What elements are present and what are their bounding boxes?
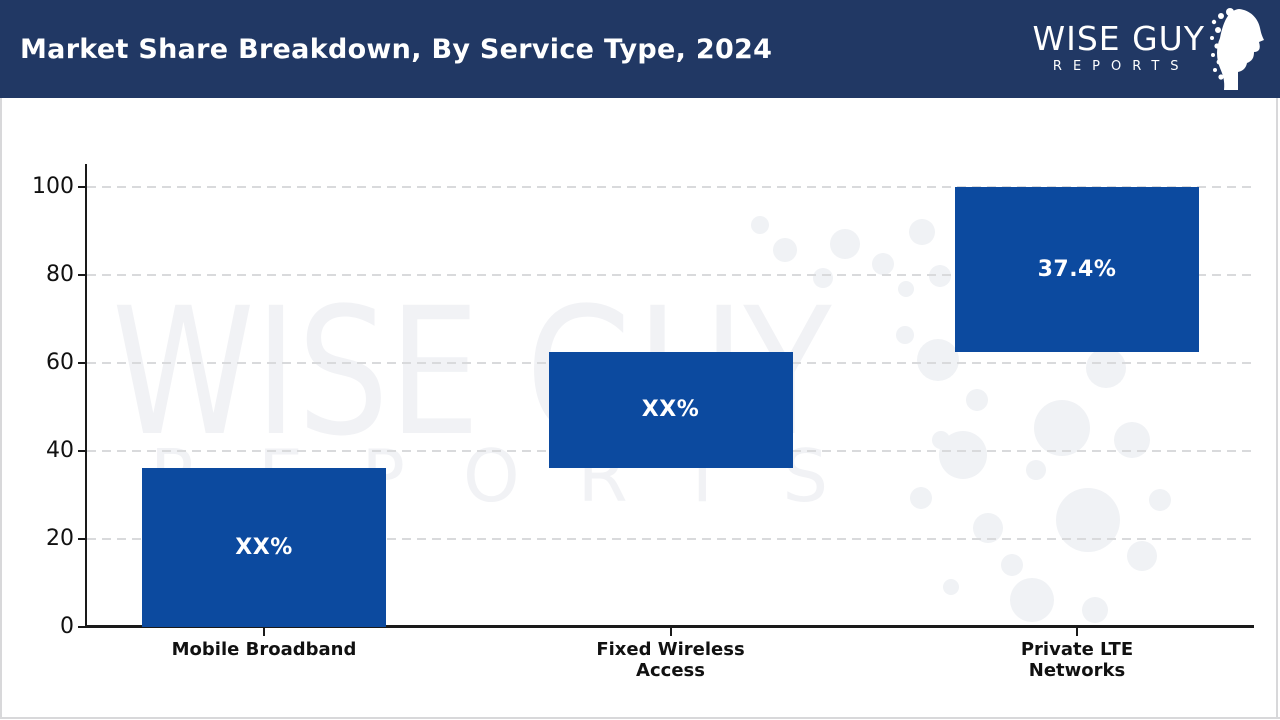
watermark-dot [943, 579, 959, 595]
watermark-dot [1001, 554, 1023, 576]
y-axis-spine [85, 164, 87, 628]
watermark-dot [1086, 348, 1126, 388]
y-tick [78, 538, 85, 540]
bar-segment: XX% [548, 351, 793, 468]
y-tick-label: 100 [32, 174, 74, 199]
gridline [87, 186, 1253, 188]
y-tick-label: 0 [60, 614, 74, 639]
watermark-dot [1149, 489, 1171, 511]
watermark-dot [1034, 400, 1090, 456]
watermark-dot [813, 268, 833, 288]
watermark-dot [929, 265, 951, 287]
y-tick [78, 362, 85, 364]
bar-value-label: XX% [235, 534, 293, 560]
bar-segment: XX% [142, 467, 386, 627]
category-label-line: Access [636, 660, 705, 681]
watermark-dot [830, 229, 860, 259]
category-label: Private LTE Networks [917, 639, 1237, 681]
watermark-dot [1114, 422, 1150, 458]
x-axis-line [85, 625, 1254, 628]
x-tick [669, 628, 672, 636]
watermark-dot [1010, 578, 1054, 622]
watermark-dot [939, 431, 987, 479]
y-tick-label: 60 [46, 350, 74, 375]
page-title: Market Share Breakdown, By Service Type,… [20, 33, 773, 65]
x-tick [1076, 628, 1078, 636]
watermark-dot [898, 281, 914, 297]
brand-subtitle: REPORTS [1052, 59, 1190, 74]
category-label-line: Fixed Wireless [596, 639, 745, 660]
watermark-dot [896, 326, 914, 344]
gridline [87, 274, 1253, 276]
watermark-dot [751, 216, 769, 234]
watermark-dot [1026, 460, 1046, 480]
category-label-line: Private LTE [1020, 639, 1134, 660]
watermark-dot [909, 219, 935, 245]
watermark-dot [872, 253, 894, 275]
y-tick [78, 450, 85, 452]
watermark-dot [1127, 541, 1157, 571]
watermark-dot [917, 339, 959, 381]
watermark-dot [1056, 488, 1120, 552]
watermark-dot [966, 389, 988, 411]
watermark-dot [1082, 597, 1108, 623]
bar-segment: 37.4% [955, 187, 1199, 352]
brand-logo: WISE GUY REPORTS [1032, 4, 1266, 92]
watermark-dot [773, 238, 797, 262]
frame-edge-bottom [0, 717, 1280, 719]
bar-value-label: XX% [641, 397, 700, 423]
category-label-line: Networks [1028, 660, 1126, 681]
y-tick [78, 626, 85, 628]
wiseguy-face-icon [1210, 8, 1264, 90]
frame-edge-right [1276, 98, 1278, 718]
y-tick-label: 40 [46, 438, 74, 463]
category-label: Mobile Broadband [104, 639, 424, 660]
bar-value-label: 37.4% [1037, 256, 1117, 282]
category-label-line: Mobile Broadband [171, 639, 357, 660]
y-tick [78, 186, 85, 188]
brand-logo-text: WISE GUY REPORTS [1032, 19, 1205, 75]
y-tick-label: 80 [46, 262, 74, 287]
y-tick-label: 20 [46, 526, 74, 551]
x-tick [263, 628, 265, 636]
watermark-dot [910, 487, 932, 509]
gridline [87, 538, 1253, 540]
header: Market Share Breakdown, By Service Type,… [0, 0, 1280, 98]
y-tick [78, 274, 85, 276]
frame-edge-left [0, 98, 2, 718]
category-label: Fixed Wireless Access [511, 639, 831, 681]
brand-name: WISE GUY [1032, 19, 1205, 58]
